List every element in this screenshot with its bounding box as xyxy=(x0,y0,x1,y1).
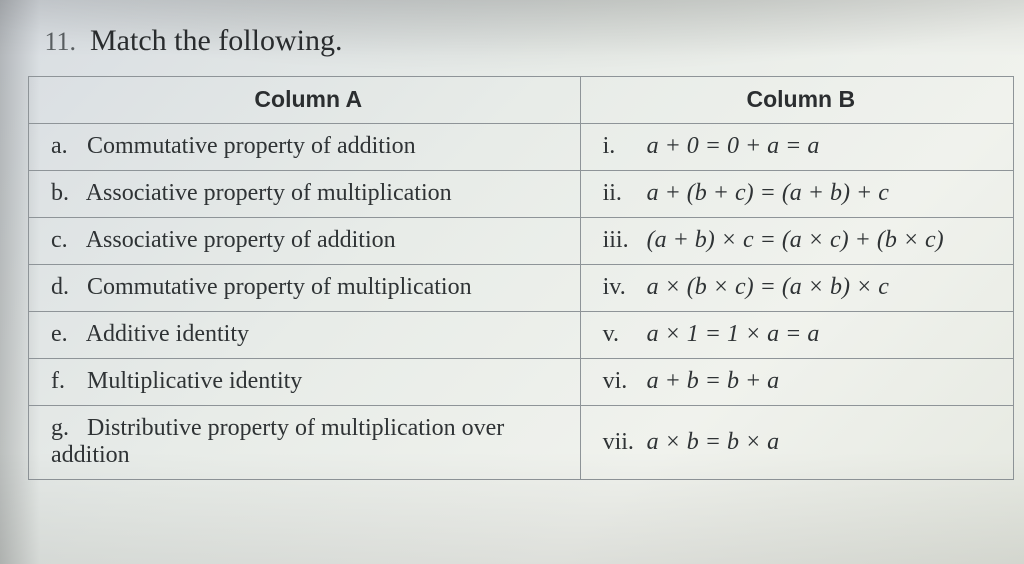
table-row: f. Multiplicative identity vi. a + b = b… xyxy=(29,359,1014,406)
row-b-label: ii. xyxy=(603,180,641,207)
table-row: b. Associative property of multiplicatio… xyxy=(29,171,1014,218)
row-a-text: Distributive property of multiplication … xyxy=(51,415,504,468)
col-a-cell: a. Commutative property of addition xyxy=(29,124,581,171)
row-b-label: iv. xyxy=(603,274,641,301)
row-b-text: a + (b + c) = (a + b) + c xyxy=(647,180,889,206)
row-b-text: a × (b × c) = (a × b) × c xyxy=(647,274,889,300)
row-b-text: (a + b) × c = (a × c) + (b × c) xyxy=(647,227,944,253)
row-a-label: d. xyxy=(51,274,81,301)
row-a-label: c. xyxy=(51,227,81,254)
row-a-text: Commutative property of addition xyxy=(87,133,416,159)
table-row: d. Commutative property of multiplicatio… xyxy=(29,265,1014,312)
col-b-cell: ii. a + (b + c) = (a + b) + c xyxy=(580,171,1013,218)
col-b-cell: iv. a × (b × c) = (a × b) × c xyxy=(580,265,1013,312)
question-number: 11. xyxy=(36,27,90,57)
col-b-cell: iii. (a + b) × c = (a × c) + (b × c) xyxy=(580,218,1013,265)
table-row: g. Distributive property of multiplicati… xyxy=(29,406,1014,480)
col-a-cell: b. Associative property of multiplicatio… xyxy=(29,171,581,218)
row-b-text: a + 0 = 0 + a = a xyxy=(647,133,820,159)
row-b-label: i. xyxy=(603,133,641,160)
row-a-label: g. xyxy=(51,415,81,442)
col-a-cell: c. Associative property of addition xyxy=(29,218,581,265)
col-a-cell: d. Commutative property of multiplicatio… xyxy=(29,265,581,312)
col-b-cell: v. a × 1 = 1 × a = a xyxy=(580,312,1013,359)
row-a-text: Associative property of multiplication xyxy=(86,180,452,206)
row-a-text: Commutative property of multiplication xyxy=(87,274,472,300)
col-a-cell: e. Additive identity xyxy=(29,312,581,359)
row-a-label: b. xyxy=(51,180,81,207)
row-a-label: a. xyxy=(51,133,81,160)
column-a-header: Column A xyxy=(29,77,581,124)
row-b-text: a × b = b × a xyxy=(647,429,780,455)
row-b-label: v. xyxy=(603,321,641,348)
table-row: c. Associative property of addition iii.… xyxy=(29,218,1014,265)
col-b-cell: vi. a + b = b + a xyxy=(580,359,1013,406)
col-b-cell: vii. a × b = b × a xyxy=(580,406,1013,480)
row-a-text: Multiplicative identity xyxy=(87,368,302,394)
question-text: Match the following. xyxy=(90,24,342,58)
row-a-text: Additive identity xyxy=(86,321,249,347)
question-row: 11. Match the following. xyxy=(28,24,1014,58)
table-header-row: Column A Column B xyxy=(29,77,1014,124)
match-table: Column A Column B a. Commutative propert… xyxy=(28,76,1014,480)
row-b-label: vi. xyxy=(603,368,641,395)
row-b-text: a × 1 = 1 × a = a xyxy=(647,321,820,347)
page-content: 11. Match the following. Column A Column… xyxy=(28,24,1014,480)
col-a-cell: f. Multiplicative identity xyxy=(29,359,581,406)
col-b-cell: i. a + 0 = 0 + a = a xyxy=(580,124,1013,171)
col-a-cell: g. Distributive property of multiplicati… xyxy=(29,406,581,480)
row-a-label: e. xyxy=(51,321,81,348)
table-row: e. Additive identity v. a × 1 = 1 × a = … xyxy=(29,312,1014,359)
row-b-text: a + b = b + a xyxy=(647,368,780,394)
row-b-label: iii. xyxy=(603,227,641,254)
row-a-text: Associative property of addition xyxy=(86,227,396,253)
row-a-label: f. xyxy=(51,368,81,395)
table-row: a. Commutative property of addition i. a… xyxy=(29,124,1014,171)
column-b-header: Column B xyxy=(580,77,1013,124)
row-b-label: vii. xyxy=(603,429,641,456)
